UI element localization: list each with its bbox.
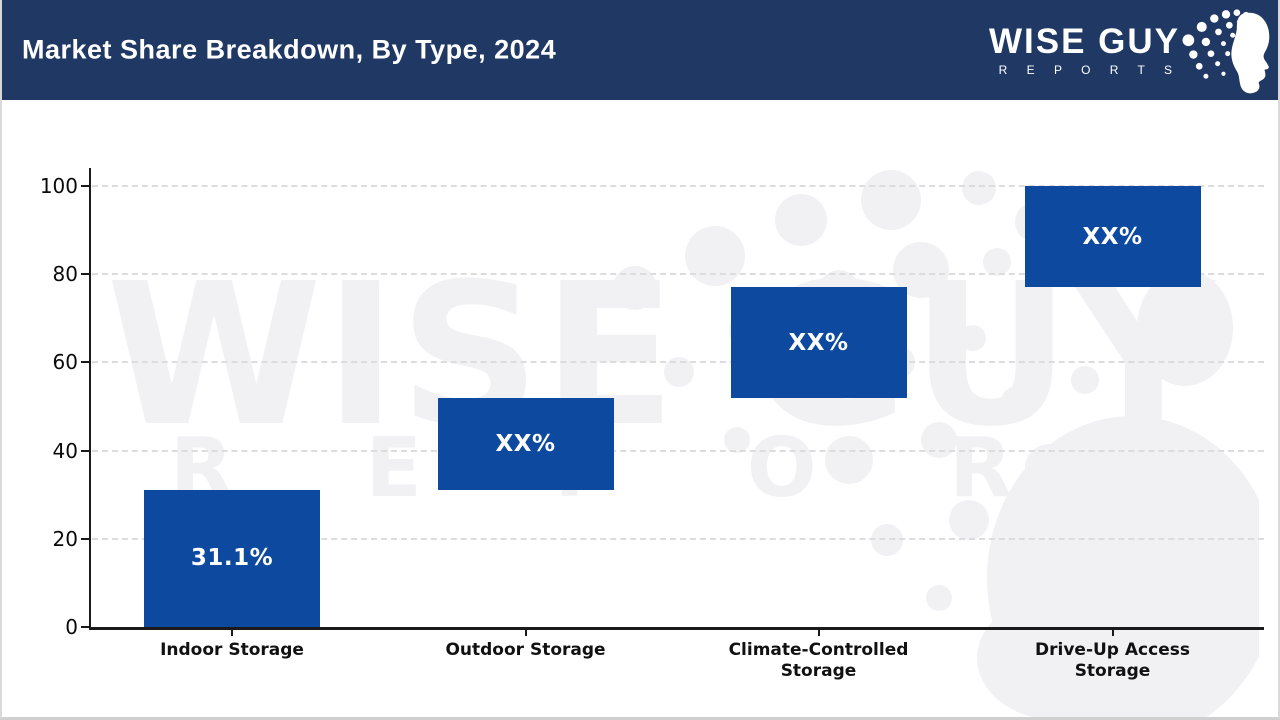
y-tick-mark bbox=[81, 185, 90, 187]
y-tick-mark bbox=[81, 273, 90, 276]
page-title: Market Share Breakdown, By Type, 2024 bbox=[22, 34, 557, 65]
x-axis-line bbox=[89, 627, 1264, 630]
x-category-label: Drive-Up Access Storage bbox=[1035, 640, 1190, 682]
plot-area: 0 20 40 60 80 100 31.1% Indoor Storage XX% Outdoo… bbox=[2, 100, 1278, 717]
logo-wordmark: WISE GUY bbox=[988, 22, 1180, 61]
y-tick-mark bbox=[81, 361, 90, 364]
y-axis-line bbox=[89, 168, 91, 630]
x-tick-mark bbox=[524, 627, 527, 636]
header-bar: Market Share Breakdown, By Type, 2024 WI… bbox=[2, 0, 1278, 100]
y-tick-label: 40 bbox=[52, 438, 78, 463]
logo-subtext: R E P O R T S bbox=[998, 63, 1180, 77]
logo-face-icon bbox=[1182, 9, 1270, 94]
gridline-60 bbox=[92, 361, 1264, 364]
y-tick-label: 20 bbox=[52, 526, 78, 551]
gridline-40 bbox=[92, 449, 1264, 452]
gridline-100 bbox=[92, 185, 1264, 187]
bar-value-label: XX% bbox=[1082, 223, 1143, 250]
y-tick-label: 0 bbox=[65, 615, 78, 639]
bar-value-label: 31.1% bbox=[190, 545, 274, 572]
brand-logo: WISE GUY R E P O R T S bbox=[989, 6, 1272, 96]
bar-3: XX% bbox=[730, 287, 907, 398]
gridline-80 bbox=[92, 273, 1264, 276]
y-tick-label: 100 bbox=[39, 174, 78, 198]
x-category-label: Indoor Storage bbox=[160, 640, 304, 660]
bar-4: XX% bbox=[1024, 186, 1201, 288]
y-tick-label: 60 bbox=[52, 350, 78, 375]
y-tick-mark bbox=[81, 449, 90, 452]
x-category-label: Outdoor Storage bbox=[445, 640, 606, 660]
x-tick-mark bbox=[817, 627, 820, 636]
y-tick-mark bbox=[81, 626, 90, 628]
bar-2: XX% bbox=[437, 397, 614, 490]
x-tick-mark bbox=[1111, 627, 1114, 636]
x-category-label: Climate-Controlled Storage bbox=[728, 640, 909, 682]
gridline-20 bbox=[92, 537, 1264, 540]
y-tick-label: 80 bbox=[52, 262, 78, 287]
bar-value-label: XX% bbox=[788, 329, 849, 356]
x-tick-mark bbox=[231, 627, 233, 636]
bar-value-label: XX% bbox=[495, 430, 556, 457]
bar-1: 31.1% bbox=[144, 489, 320, 627]
y-tick-mark bbox=[81, 537, 90, 540]
